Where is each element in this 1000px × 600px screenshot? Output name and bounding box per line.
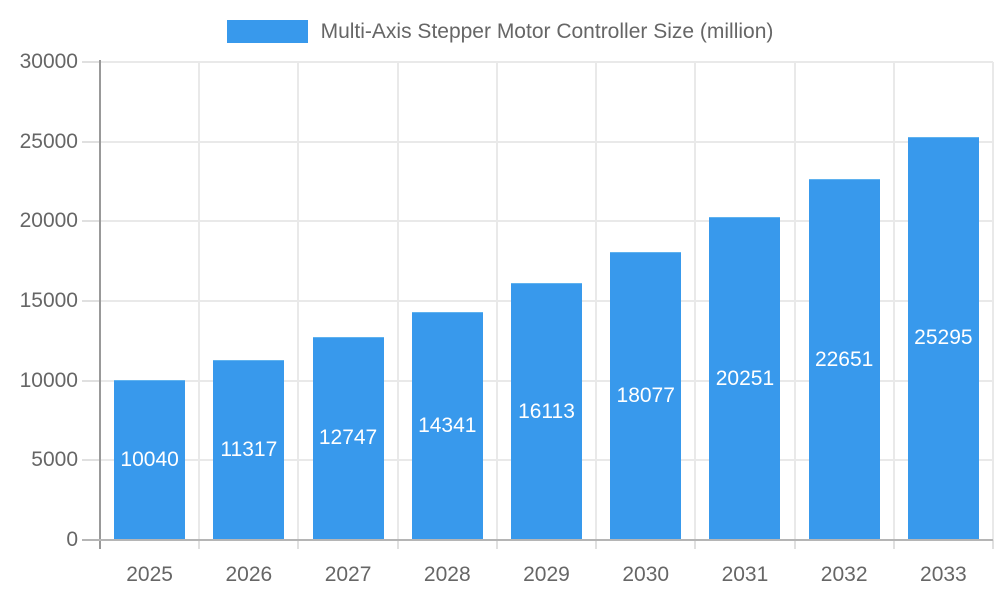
gridline-vertical [595, 62, 598, 540]
bar[interactable] [709, 217, 781, 540]
x-axis-line [82, 539, 993, 541]
bar-value-label: 11317 [220, 437, 278, 461]
x-axis-tick [297, 540, 300, 549]
bar-value-label: 10040 [120, 448, 179, 471]
x-axis-tick [992, 540, 994, 549]
x-axis-tick [495, 540, 498, 549]
chart-legend[interactable]: Multi-Axis Stepper Motor Controller Size… [0, 20, 1000, 43]
gridline-horizontal [100, 140, 993, 143]
gridline-vertical [694, 62, 697, 540]
y-axis-label: 25000 [19, 129, 78, 153]
bar[interactable] [114, 380, 186, 540]
bar-value-label: 20251 [715, 366, 775, 390]
gridline-vertical [198, 62, 201, 540]
bar[interactable] [907, 136, 979, 540]
y-axis-tick [82, 61, 100, 63]
x-axis-tick [396, 540, 399, 549]
legend-swatch [226, 20, 308, 43]
y-axis-line [99, 60, 101, 549]
y-axis-label: 0 [66, 528, 78, 551]
bar-value-label: 12747 [318, 426, 378, 450]
gridline-horizontal [100, 220, 993, 223]
x-axis-label: 2032 [820, 563, 868, 586]
x-axis-label: 2025 [126, 563, 173, 586]
bar[interactable] [511, 283, 582, 540]
legend-label: Multi-Axis Stepper Motor Controller Size… [320, 20, 774, 43]
x-axis-label: 2033 [920, 563, 967, 586]
bar[interactable] [312, 336, 384, 540]
x-axis-tick [694, 540, 697, 549]
y-axis-label: 15000 [19, 289, 78, 312]
x-axis-label: 2026 [225, 563, 273, 586]
gridline-vertical [793, 62, 796, 540]
bar-value-label: 14341 [418, 413, 477, 437]
gridline-vertical [992, 62, 994, 540]
x-axis-label: 2029 [523, 563, 570, 586]
y-axis-tick [82, 379, 100, 382]
x-axis-label: 2027 [324, 563, 372, 586]
gridline-vertical [892, 62, 895, 540]
y-axis-label: 5000 [31, 448, 78, 472]
y-axis-label: 30000 [19, 50, 78, 73]
bar[interactable] [411, 311, 483, 540]
y-axis-tick [82, 459, 100, 462]
x-axis-tick [198, 540, 201, 549]
bar-value-label: 22651 [814, 347, 874, 371]
x-axis-label: 2030 [622, 563, 670, 586]
bar-value-label: 25295 [914, 326, 973, 350]
x-axis-tick [595, 540, 598, 549]
y-axis-tick [82, 140, 100, 143]
y-axis-label: 20000 [19, 209, 78, 233]
bar-value-label: 16113 [518, 399, 575, 423]
bar[interactable] [808, 179, 880, 540]
y-axis-label: 10000 [19, 368, 78, 392]
gridline-vertical [396, 62, 399, 540]
x-axis-label: 2031 [721, 563, 769, 586]
x-axis-tick [892, 540, 895, 549]
gridline-vertical [297, 62, 300, 540]
bar-value-label: 18077 [616, 383, 675, 407]
bar[interactable] [213, 359, 285, 540]
bar[interactable] [610, 251, 682, 540]
gridline-vertical [495, 62, 498, 540]
y-axis-tick [82, 220, 100, 223]
x-axis-label: 2028 [423, 563, 471, 586]
gridline-horizontal [100, 61, 993, 63]
y-axis-tick [82, 300, 100, 302]
x-axis-tick [793, 540, 796, 549]
